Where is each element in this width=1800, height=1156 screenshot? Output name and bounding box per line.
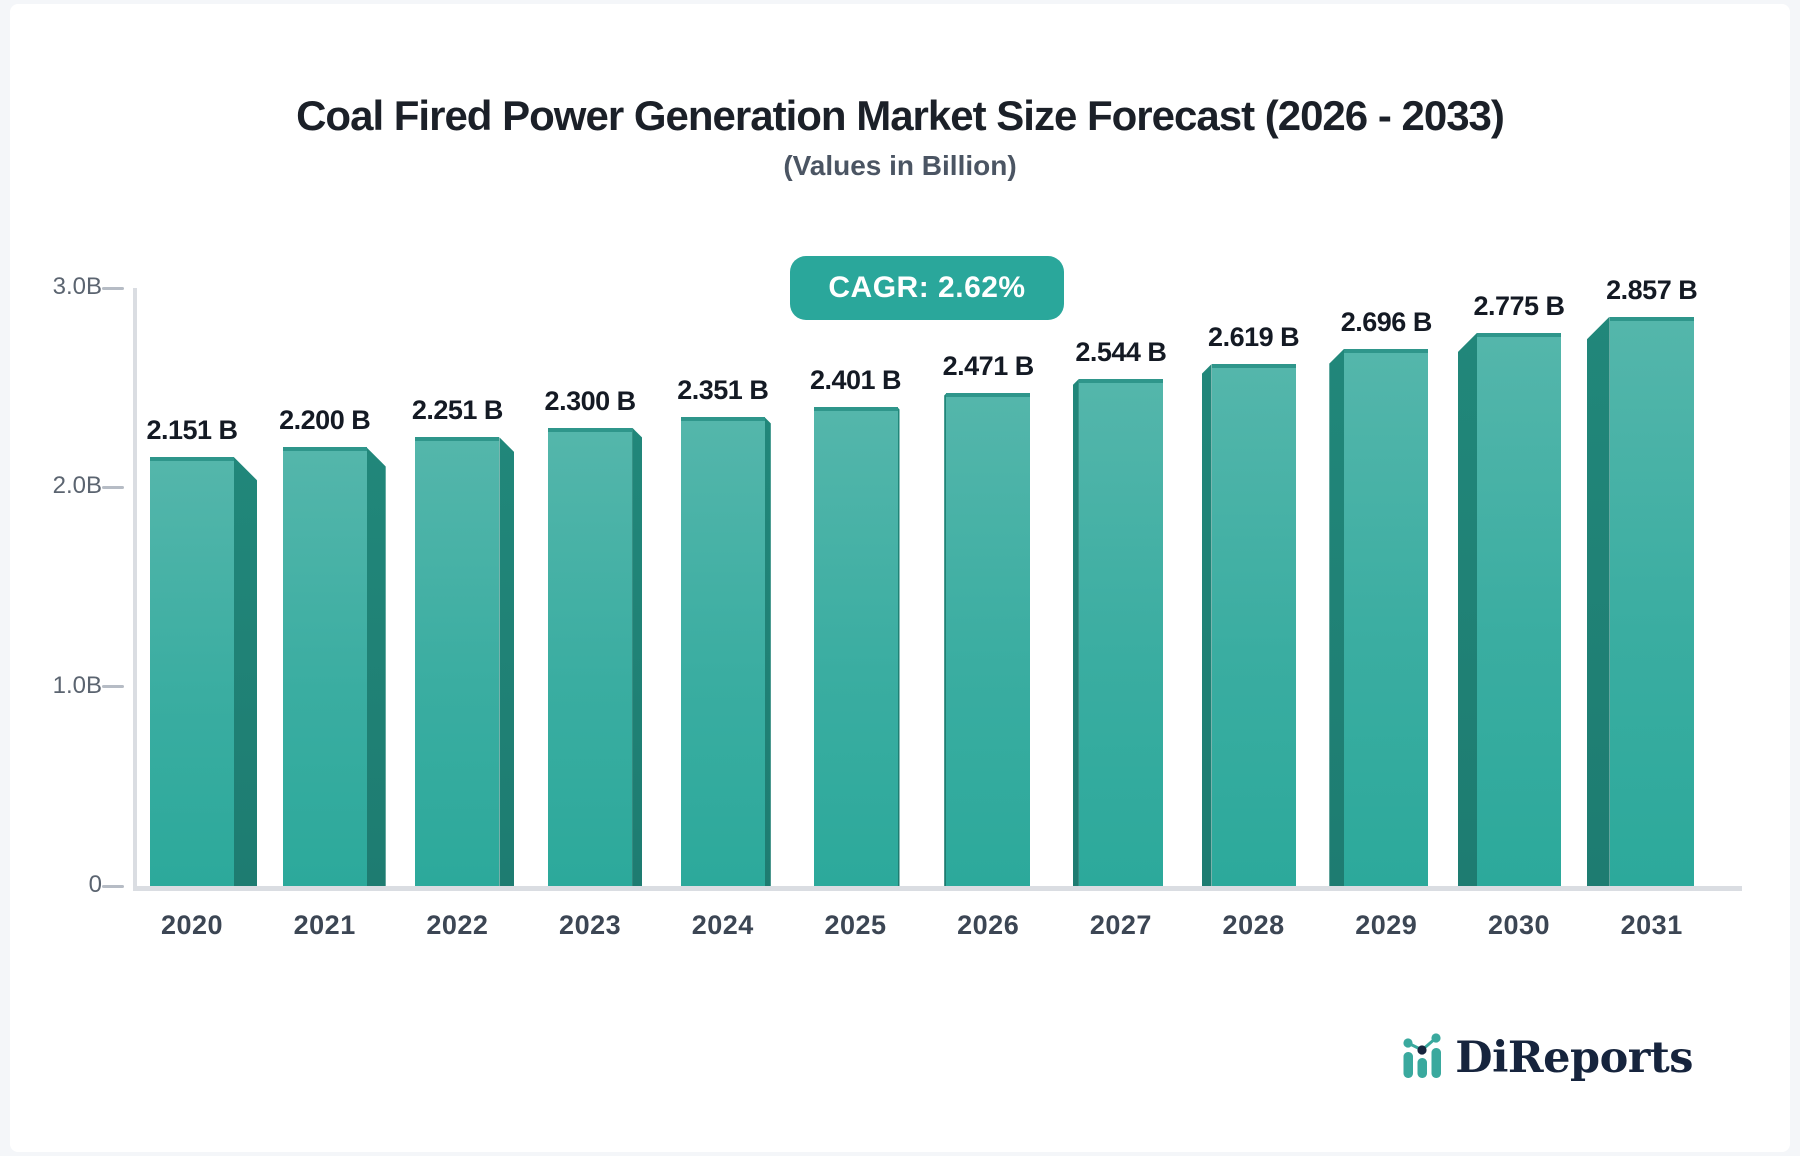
bar-2026 bbox=[946, 393, 1031, 886]
x-tick-label-2031: 2031 bbox=[1620, 910, 1683, 940]
x-tick-label-2022: 2022 bbox=[426, 910, 489, 940]
bar-2024 bbox=[680, 417, 765, 886]
bar-side-2031 bbox=[1586, 316, 1610, 886]
bar-side-2022 bbox=[499, 437, 515, 886]
y-axis-line bbox=[133, 288, 137, 891]
bar-value-label: 2.857 B bbox=[1606, 274, 1698, 305]
bar-2031 bbox=[1609, 316, 1694, 886]
bar-2023 bbox=[548, 427, 633, 886]
bar-value-label: 2.775 B bbox=[1473, 290, 1565, 321]
x-tick-label-2028: 2028 bbox=[1222, 910, 1285, 940]
bar-side-2024 bbox=[764, 417, 771, 886]
x-tick-label-2023: 2023 bbox=[559, 910, 622, 940]
bar-2028 bbox=[1211, 363, 1296, 886]
brand-logo: DiReports bbox=[1401, 1030, 1693, 1080]
bar-side-2023 bbox=[632, 427, 643, 886]
y-axis-tick bbox=[102, 286, 124, 290]
bar-2030 bbox=[1477, 332, 1561, 886]
y-axis-tick bbox=[102, 685, 124, 689]
chart-card: Coal Fired Power Generation Market Size … bbox=[10, 4, 1790, 1152]
bar-chart-plot-area: 3.0B 2.0B 1.0B 0 2.151 B 2020 2.200 B 2021 2.251… bbox=[10, 4, 1790, 1152]
bar-2020 bbox=[150, 457, 234, 886]
x-tick-label-2030: 2030 bbox=[1487, 910, 1551, 940]
y-axis-tick bbox=[102, 485, 124, 489]
bar-value-label: 2.251 B bbox=[411, 395, 504, 426]
bar-value-label: 2.300 B bbox=[544, 385, 637, 416]
x-tick-label-2020: 2020 bbox=[160, 910, 224, 940]
chart-title: Coal Fired Power Generation Market Size … bbox=[296, 92, 1505, 139]
bar-value-label: 2.351 B bbox=[677, 375, 769, 406]
bar-side-2029 bbox=[1329, 348, 1345, 886]
chart-subtitle: (Values in Billion) bbox=[783, 150, 1017, 181]
bar-value-label: 2.471 B bbox=[942, 351, 1035, 382]
bar-2029 bbox=[1344, 348, 1429, 886]
y-axis-tick-label: 2.0B bbox=[52, 472, 102, 500]
x-axis-baseline bbox=[133, 886, 1742, 891]
y-axis-tick-label: 3.0B bbox=[52, 273, 102, 300]
cagr-badge: CAGR: 2.62% bbox=[790, 256, 1064, 320]
cagr-badge-label: CAGR: 2.62% bbox=[828, 271, 1026, 304]
bar-value-label: 2.619 B bbox=[1208, 321, 1300, 352]
bar-side-2028 bbox=[1201, 363, 1212, 886]
bar-value-label: 2.151 B bbox=[146, 415, 238, 446]
bar-value-label: 2.696 B bbox=[1340, 306, 1433, 337]
bar-2027 bbox=[1078, 378, 1163, 886]
bar-side-2026 bbox=[944, 393, 947, 886]
bar-side-2020 bbox=[234, 457, 257, 886]
y-axis-tick-label: 1.0B bbox=[52, 671, 102, 699]
bar-2025 bbox=[813, 407, 898, 886]
y-axis-tick bbox=[102, 884, 124, 888]
y-axis-tick-label: 0 bbox=[88, 871, 102, 898]
bar-2022 bbox=[415, 437, 500, 886]
bar-side-2025 bbox=[897, 407, 900, 886]
x-tick-label-2029: 2029 bbox=[1355, 910, 1418, 940]
bar-value-label: 2.401 B bbox=[809, 365, 902, 396]
x-tick-label-2026: 2026 bbox=[957, 910, 1020, 940]
bar-value-label: 2.200 B bbox=[279, 405, 371, 436]
bar-2021 bbox=[282, 447, 367, 886]
x-tick-label-2025: 2025 bbox=[824, 910, 887, 940]
x-tick-label-2027: 2027 bbox=[1089, 910, 1152, 940]
x-tick-label-2021: 2021 bbox=[293, 910, 356, 940]
brand-logo-text: DiReports bbox=[1455, 1033, 1693, 1083]
bar-value-label: 2.544 B bbox=[1075, 336, 1167, 367]
bar-chart-logo-icon bbox=[1403, 1033, 1442, 1078]
bar-side-2021 bbox=[366, 447, 386, 886]
x-tick-label-2024: 2024 bbox=[691, 910, 754, 940]
bar-side-2030 bbox=[1458, 332, 1477, 886]
bar-side-2027 bbox=[1072, 378, 1079, 886]
